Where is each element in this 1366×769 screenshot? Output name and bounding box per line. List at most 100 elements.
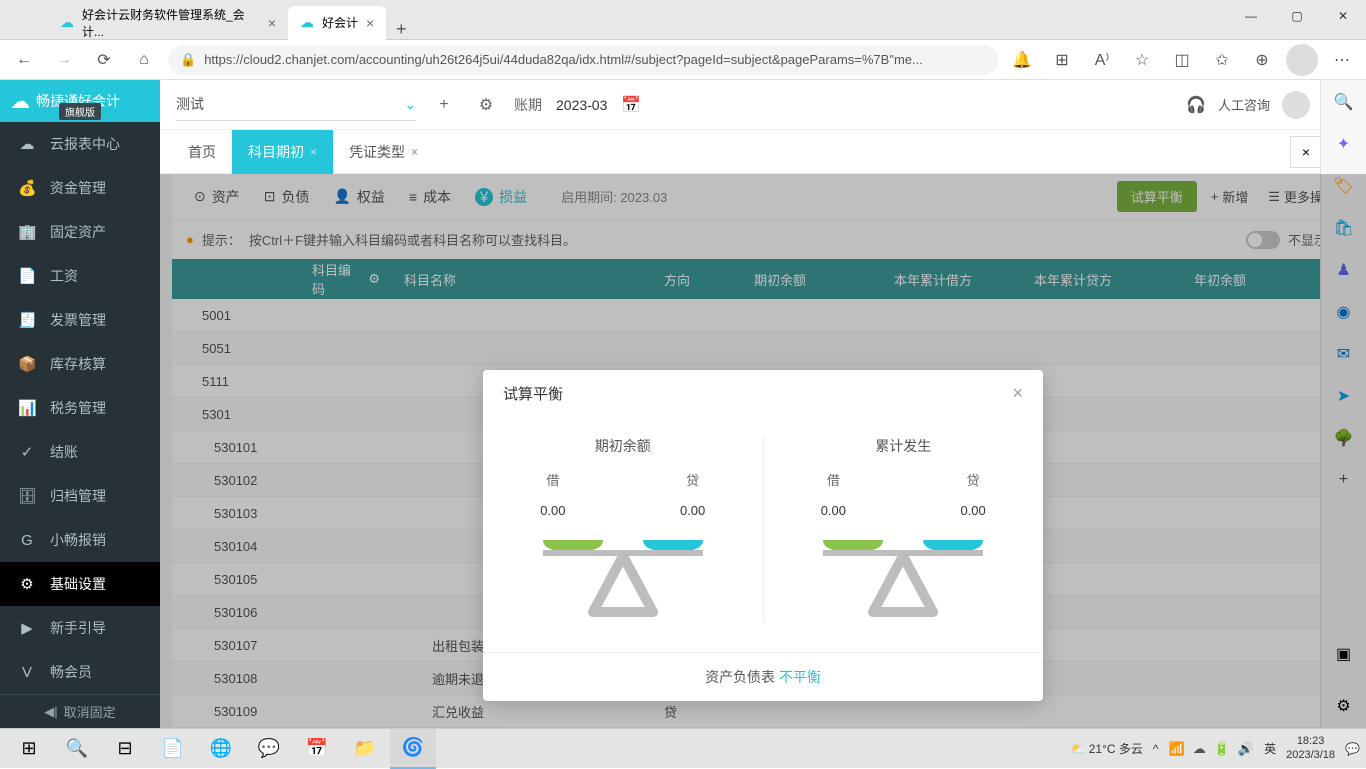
sidebar-item[interactable]: ☁ 云报表中心 <box>0 122 160 166</box>
browser-tab-1[interactable]: ☁ 好会计云财务软件管理系统_会计... × <box>48 6 288 40</box>
minimize-button[interactable]: — <box>1228 0 1274 32</box>
sidebar-item[interactable]: V畅会员 <box>0 650 160 694</box>
headset-icon: 🎧 <box>1186 95 1206 115</box>
sidebar-icon: 🏢 <box>18 223 36 241</box>
sidebar-label: 固定资产 <box>50 222 106 242</box>
sidebar-item[interactable]: 💰 资金管理 <box>0 166 160 210</box>
tab-home[interactable]: 首页 <box>172 130 232 174</box>
wechat-app[interactable]: 💬 <box>246 729 292 769</box>
app-pinned[interactable]: 📄 <box>150 729 196 769</box>
home-button[interactable]: ⌂ <box>128 44 160 76</box>
cloud-icon: ☁ <box>300 14 314 31</box>
sparkle-icon[interactable]: ✦ <box>1332 132 1356 156</box>
tab-title: 好会计 <box>322 14 358 31</box>
sidebar-icon: V <box>18 664 36 681</box>
favorites-list-icon[interactable]: ✩ <box>1206 44 1238 76</box>
consult-link[interactable]: 人工咨询 <box>1218 95 1270 114</box>
cumulative-debit: 0.00 <box>821 503 846 518</box>
back-button[interactable]: ← <box>8 44 40 76</box>
sidebar-icon: G <box>18 532 36 549</box>
extensions-icon[interactable]: ⊞ <box>1046 44 1078 76</box>
profile-icon[interactable] <box>1286 44 1318 76</box>
logo: ☁ 畅捷通好会计 旗舰版 <box>0 80 160 122</box>
weather-widget[interactable]: ⛅ 21°C 多云 <box>1070 740 1142 757</box>
sidebar-label: 云报表中心 <box>50 134 120 154</box>
avatar[interactable] <box>1282 91 1310 119</box>
sidebar-item[interactable]: 🗄归档管理 <box>0 474 160 518</box>
cloud-icon: ☁ <box>60 14 74 31</box>
sidebar-icon: ☁ <box>18 135 36 153</box>
sidebar-item[interactable]: ✓结账 <box>0 430 160 474</box>
tab-title: 好会计云财务软件管理系统_会计... <box>82 6 260 40</box>
sidebar-item[interactable]: 📄工资 <box>0 254 160 298</box>
close-icon[interactable]: × <box>366 15 374 31</box>
close-icon[interactable]: × <box>310 145 317 159</box>
sidebar-item[interactable]: 🧾发票管理 <box>0 298 160 342</box>
modal-close-button[interactable]: × <box>1012 383 1023 404</box>
url-text: https://cloud2.chanjet.com/accounting/uh… <box>204 52 986 67</box>
volume-icon[interactable]: 🔊 <box>1238 741 1254 757</box>
trial-balance-modal: 试算平衡 × 期初余额 借贷 0.000.00 <box>483 370 1043 701</box>
browser-tab-strip: ☁ 好会计云财务软件管理系统_会计... × ☁ 好会计 × + — ▢ ✕ <box>0 0 1366 40</box>
sidebar-item[interactable]: 📊税务管理 <box>0 386 160 430</box>
wifi-icon[interactable]: 📶 <box>1169 741 1185 757</box>
sidebar-icon: 🗄 <box>18 487 36 505</box>
sidebar-item[interactable]: ⚙基础设置 <box>0 562 160 606</box>
tab-voucher-type[interactable]: 凭证类型 × <box>333 130 434 174</box>
company-selector[interactable]: 测试 ⌄ <box>176 89 416 121</box>
edge-app[interactable]: 🌀 <box>390 729 436 769</box>
read-aloud-icon[interactable]: A⁾ <box>1086 44 1118 76</box>
sidebar-item[interactable]: 🏢 固定资产 <box>0 210 160 254</box>
cumulative-credit: 0.00 <box>960 503 985 518</box>
start-button[interactable]: ⊞ <box>6 729 52 769</box>
balance-scale-icon <box>803 532 1003 622</box>
close-button[interactable]: ✕ <box>1320 0 1366 32</box>
new-tab-button[interactable]: + <box>386 19 416 40</box>
close-all-tabs-button[interactable]: × <box>1290 136 1322 168</box>
cloud-sync-icon[interactable]: ☁ <box>1193 741 1206 757</box>
sidebar-item[interactable]: ▶新手引导 <box>0 606 160 650</box>
calendar-app[interactable]: 📅 <box>294 729 340 769</box>
search-icon[interactable]: 🔍 <box>1332 90 1356 114</box>
forward-button[interactable]: → <box>48 44 80 76</box>
search-button[interactable]: 🔍 <box>54 729 100 769</box>
close-icon[interactable]: × <box>411 145 418 159</box>
collapse-sidebar-button[interactable]: ◀| 取消固定 <box>0 694 160 728</box>
lock-icon: 🔒 <box>180 52 196 68</box>
sidebar-label: 发票管理 <box>50 310 106 330</box>
calendar-icon[interactable]: 📅 <box>621 95 641 115</box>
maximize-button[interactable]: ▢ <box>1274 0 1320 32</box>
sidebar-icon: 💰 <box>18 179 36 197</box>
unbalanced-link[interactable]: 不平衡 <box>779 669 821 685</box>
clock[interactable]: 18:23 2023/3/18 <box>1286 735 1335 761</box>
sidebar-icon: ⚙ <box>18 575 36 593</box>
notification-icon[interactable]: 🔔 <box>1006 44 1038 76</box>
balance-scale-icon <box>523 532 723 622</box>
menu-icon[interactable]: ⋯ <box>1326 44 1358 76</box>
chrome-app[interactable]: 🌐 <box>198 729 244 769</box>
sidebar-label: 资金管理 <box>50 178 106 198</box>
split-icon[interactable]: ◫ <box>1166 44 1198 76</box>
tab-subject-initial[interactable]: 科目期初 × <box>232 130 333 174</box>
close-icon[interactable]: × <box>268 15 276 31</box>
sidebar-label: 税务管理 <box>50 398 106 418</box>
battery-icon[interactable]: 🔋 <box>1214 741 1230 757</box>
task-view-button[interactable]: ⊟ <box>102 729 148 769</box>
logo-icon: ☁ <box>10 89 30 114</box>
explorer-app[interactable]: 📁 <box>342 729 388 769</box>
settings-icon[interactable]: ⚙ <box>472 91 500 119</box>
collections-icon[interactable]: ⊕ <box>1246 44 1278 76</box>
refresh-button[interactable]: ⟳ <box>88 44 120 76</box>
browser-tab-2[interactable]: ☁ 好会计 × <box>288 6 386 40</box>
modal-backdrop[interactable]: 试算平衡 × 期初余额 借贷 0.000.00 <box>160 174 1366 728</box>
notifications-button[interactable]: 💬 <box>1345 742 1360 756</box>
sidebar-item[interactable]: G 小畅报销 <box>0 518 160 562</box>
add-button[interactable]: + <box>430 91 458 119</box>
sidebar-label: 小畅报销 <box>50 530 106 550</box>
sidebar-item[interactable]: 📦库存核算 <box>0 342 160 386</box>
sidebar-icon: 📦 <box>18 355 36 373</box>
ime-indicator[interactable]: 英 <box>1264 740 1276 757</box>
url-bar[interactable]: 🔒 https://cloud2.chanjet.com/accounting/… <box>168 45 998 75</box>
tray-expand-icon[interactable]: ^ <box>1153 742 1159 756</box>
favorite-icon[interactable]: ☆ <box>1126 44 1158 76</box>
